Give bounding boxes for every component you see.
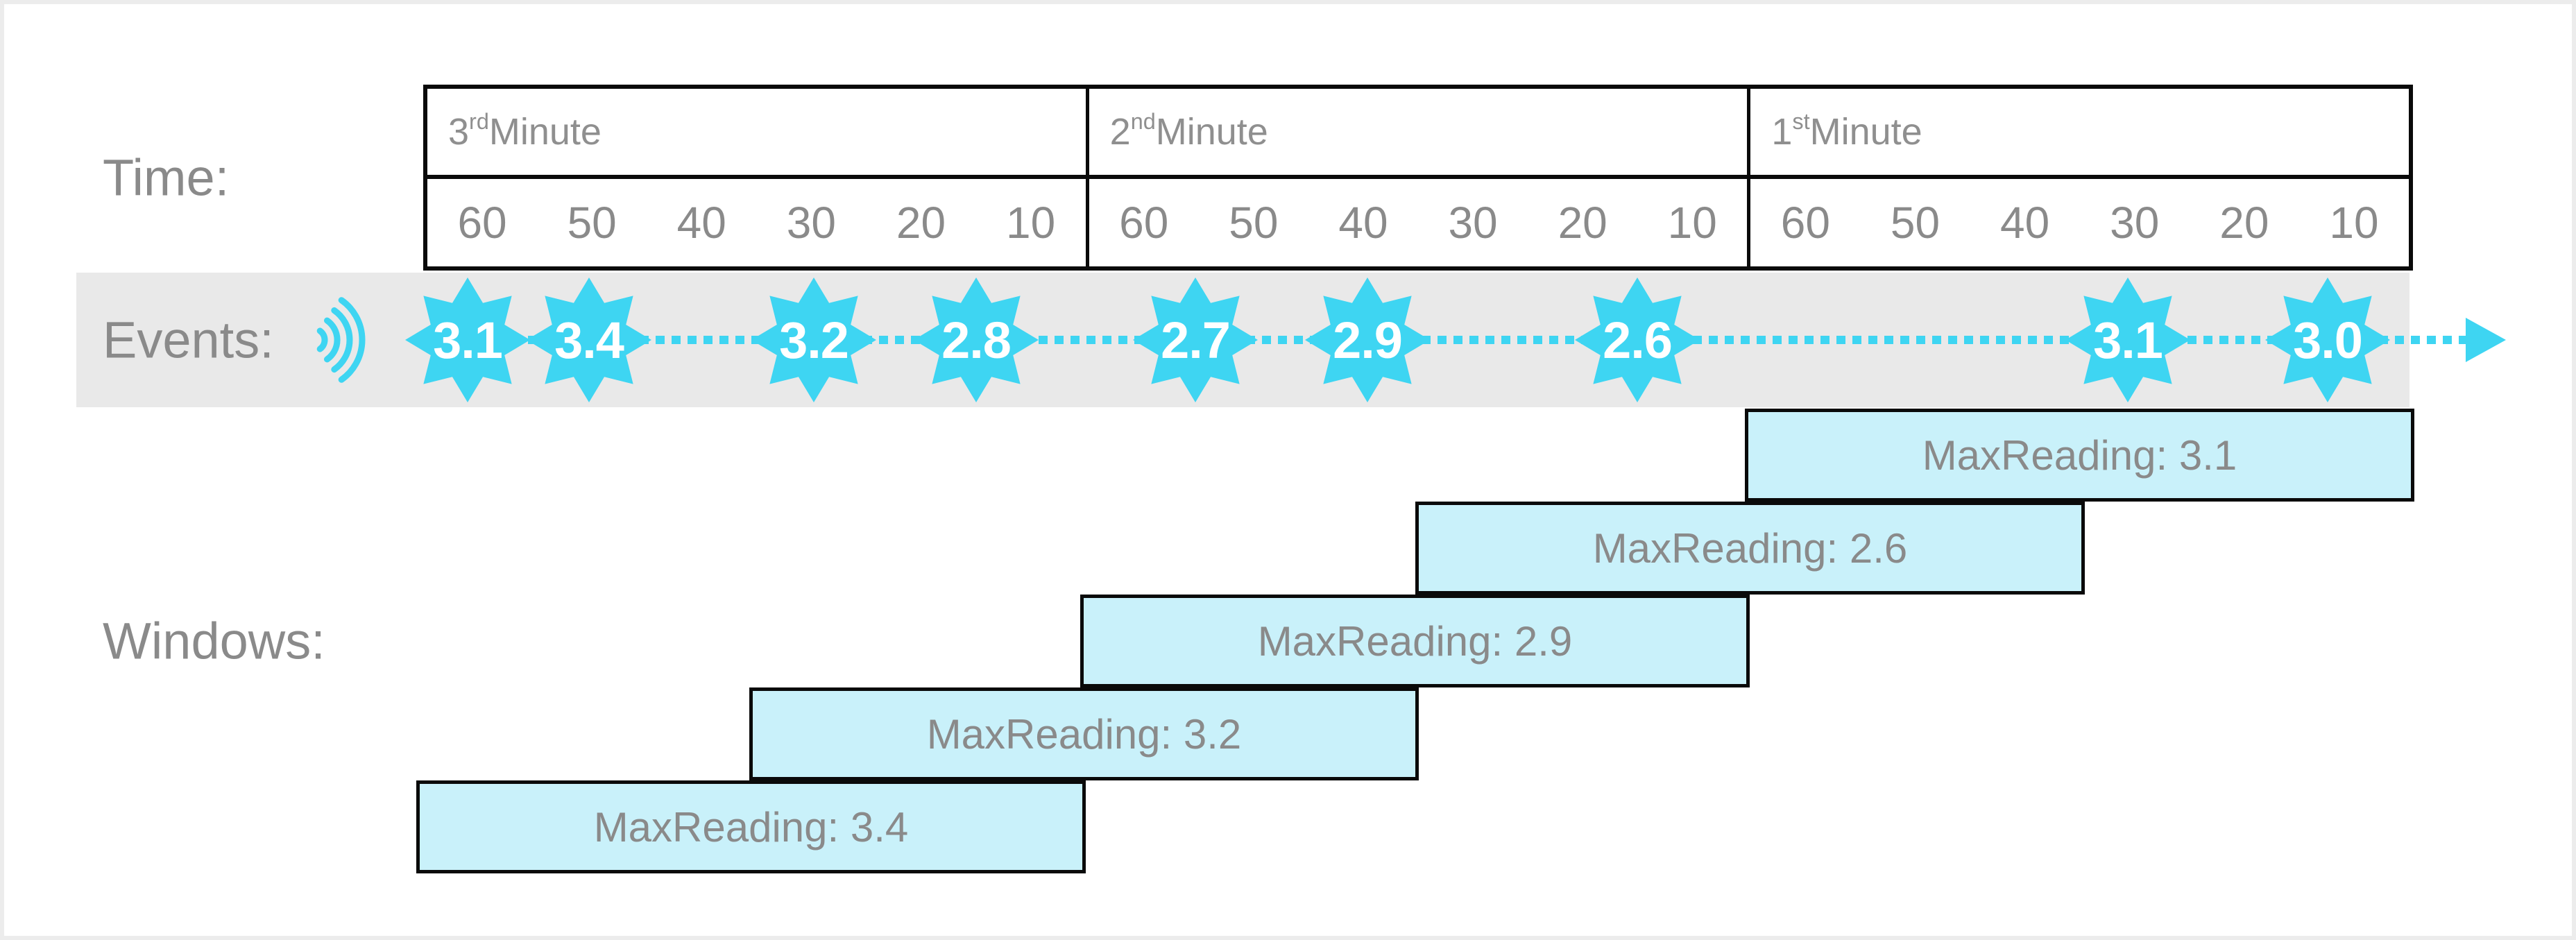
window-label: MaxReading: 3.1: [1922, 431, 2237, 479]
seconds-tick-row: 60 50 40 30 20 10: [1750, 179, 2409, 266]
event-value: 3.2: [779, 311, 849, 369]
tick-label: 10: [1006, 198, 1056, 248]
minute-ordinal: 1: [1771, 111, 1793, 153]
event-marker-starburst-icon: 3.2: [751, 277, 876, 402]
windows-row-label: Windows:: [103, 612, 325, 670]
event-value: 3.4: [554, 311, 624, 369]
event-marker-starburst-icon: 2.8: [914, 277, 1039, 402]
minute-unit: Minute: [488, 111, 602, 153]
minute-ordinal: 3: [448, 111, 470, 153]
event-value: 2.9: [1333, 311, 1403, 369]
tick-label: 10: [1667, 198, 1717, 248]
minute-ordinal: 2: [1109, 111, 1131, 153]
seconds-tick-row: 60 50 40 30 20 10: [427, 179, 1086, 266]
window-box: MaxReading: 3.1: [1745, 409, 2414, 502]
events-row-label: Events:: [103, 311, 274, 369]
event-marker-starburst-icon: 3.1: [2065, 277, 2190, 402]
event-value: 3.1: [433, 311, 503, 369]
event-marker-starburst-icon: 2.7: [1133, 277, 1258, 402]
tick-label: 50: [567, 198, 617, 248]
window-box: MaxReading: 2.9: [1080, 595, 1750, 687]
window-box: MaxReading: 3.2: [749, 687, 1419, 780]
event-marker-starburst-icon: 2.9: [1305, 277, 1430, 402]
tick-label: 30: [786, 198, 836, 248]
window-box: MaxReading: 2.6: [1415, 502, 2085, 595]
tick-label: 10: [2329, 198, 2379, 248]
event-marker-starburst-icon: 3.0: [2265, 277, 2390, 402]
tick-label: 60: [457, 198, 507, 248]
event-value: 2.7: [1161, 311, 1231, 369]
window-label: MaxReading: 2.6: [1592, 524, 1908, 572]
minute-unit: Minute: [1809, 111, 1922, 153]
event-value: 3.1: [2093, 311, 2163, 369]
tick-label: 30: [1448, 198, 1498, 248]
event-value: 2.6: [1603, 311, 1673, 369]
event-marker-starburst-icon: 3.4: [527, 277, 651, 402]
window-box: MaxReading: 3.4: [416, 780, 1086, 873]
tick-label: 60: [1119, 198, 1169, 248]
tick-label: 50: [1890, 198, 1940, 248]
window-label: MaxReading: 2.9: [1257, 617, 1573, 665]
event-marker-starburst-icon: 2.6: [1575, 277, 1700, 402]
time-row-label: Time:: [103, 148, 230, 207]
window-label: MaxReading: 3.4: [593, 803, 909, 851]
tick-label: 30: [2110, 198, 2160, 248]
tick-label: 40: [676, 198, 726, 248]
tick-label: 40: [2000, 198, 2050, 248]
tick-label: 20: [2219, 198, 2269, 248]
tick-label: 20: [1558, 198, 1607, 248]
seconds-tick-row: 60 50 40 30 20 10: [1089, 179, 1748, 266]
event-value: 3.0: [2293, 311, 2363, 369]
tick-label: 20: [896, 198, 946, 248]
event-marker-starburst-icon: 3.1: [405, 277, 530, 402]
event-value: 2.8: [941, 311, 1012, 369]
minute-unit: Minute: [1155, 111, 1268, 153]
tick-label: 50: [1229, 198, 1279, 248]
window-label: MaxReading: 3.2: [926, 710, 1242, 758]
tick-label: 60: [1780, 198, 1830, 248]
tick-label: 40: [1338, 198, 1388, 248]
